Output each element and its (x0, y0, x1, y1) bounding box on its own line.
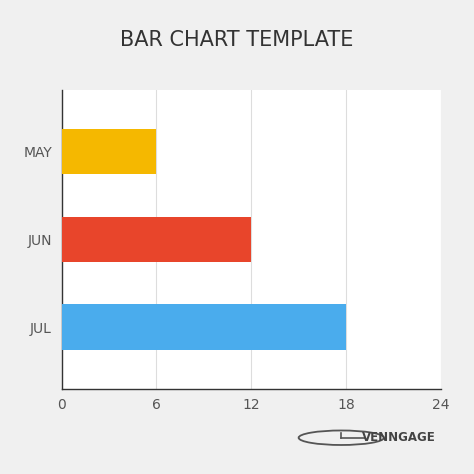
Text: VENNGAGE: VENNGAGE (362, 431, 436, 444)
Bar (62, 217, 251, 262)
Text: BAR CHART TEMPLATE: BAR CHART TEMPLATE (120, 30, 354, 50)
Bar (62, 129, 156, 174)
Bar (62, 304, 346, 350)
